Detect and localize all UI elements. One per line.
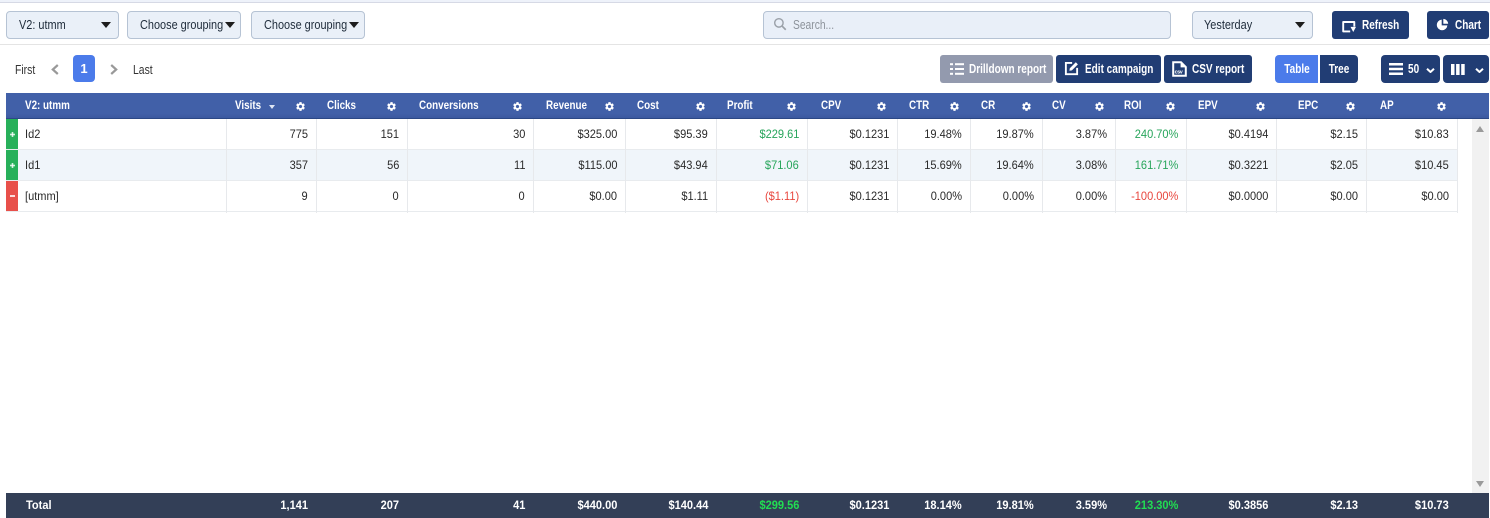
svg-text:csv: csv (1175, 70, 1183, 76)
